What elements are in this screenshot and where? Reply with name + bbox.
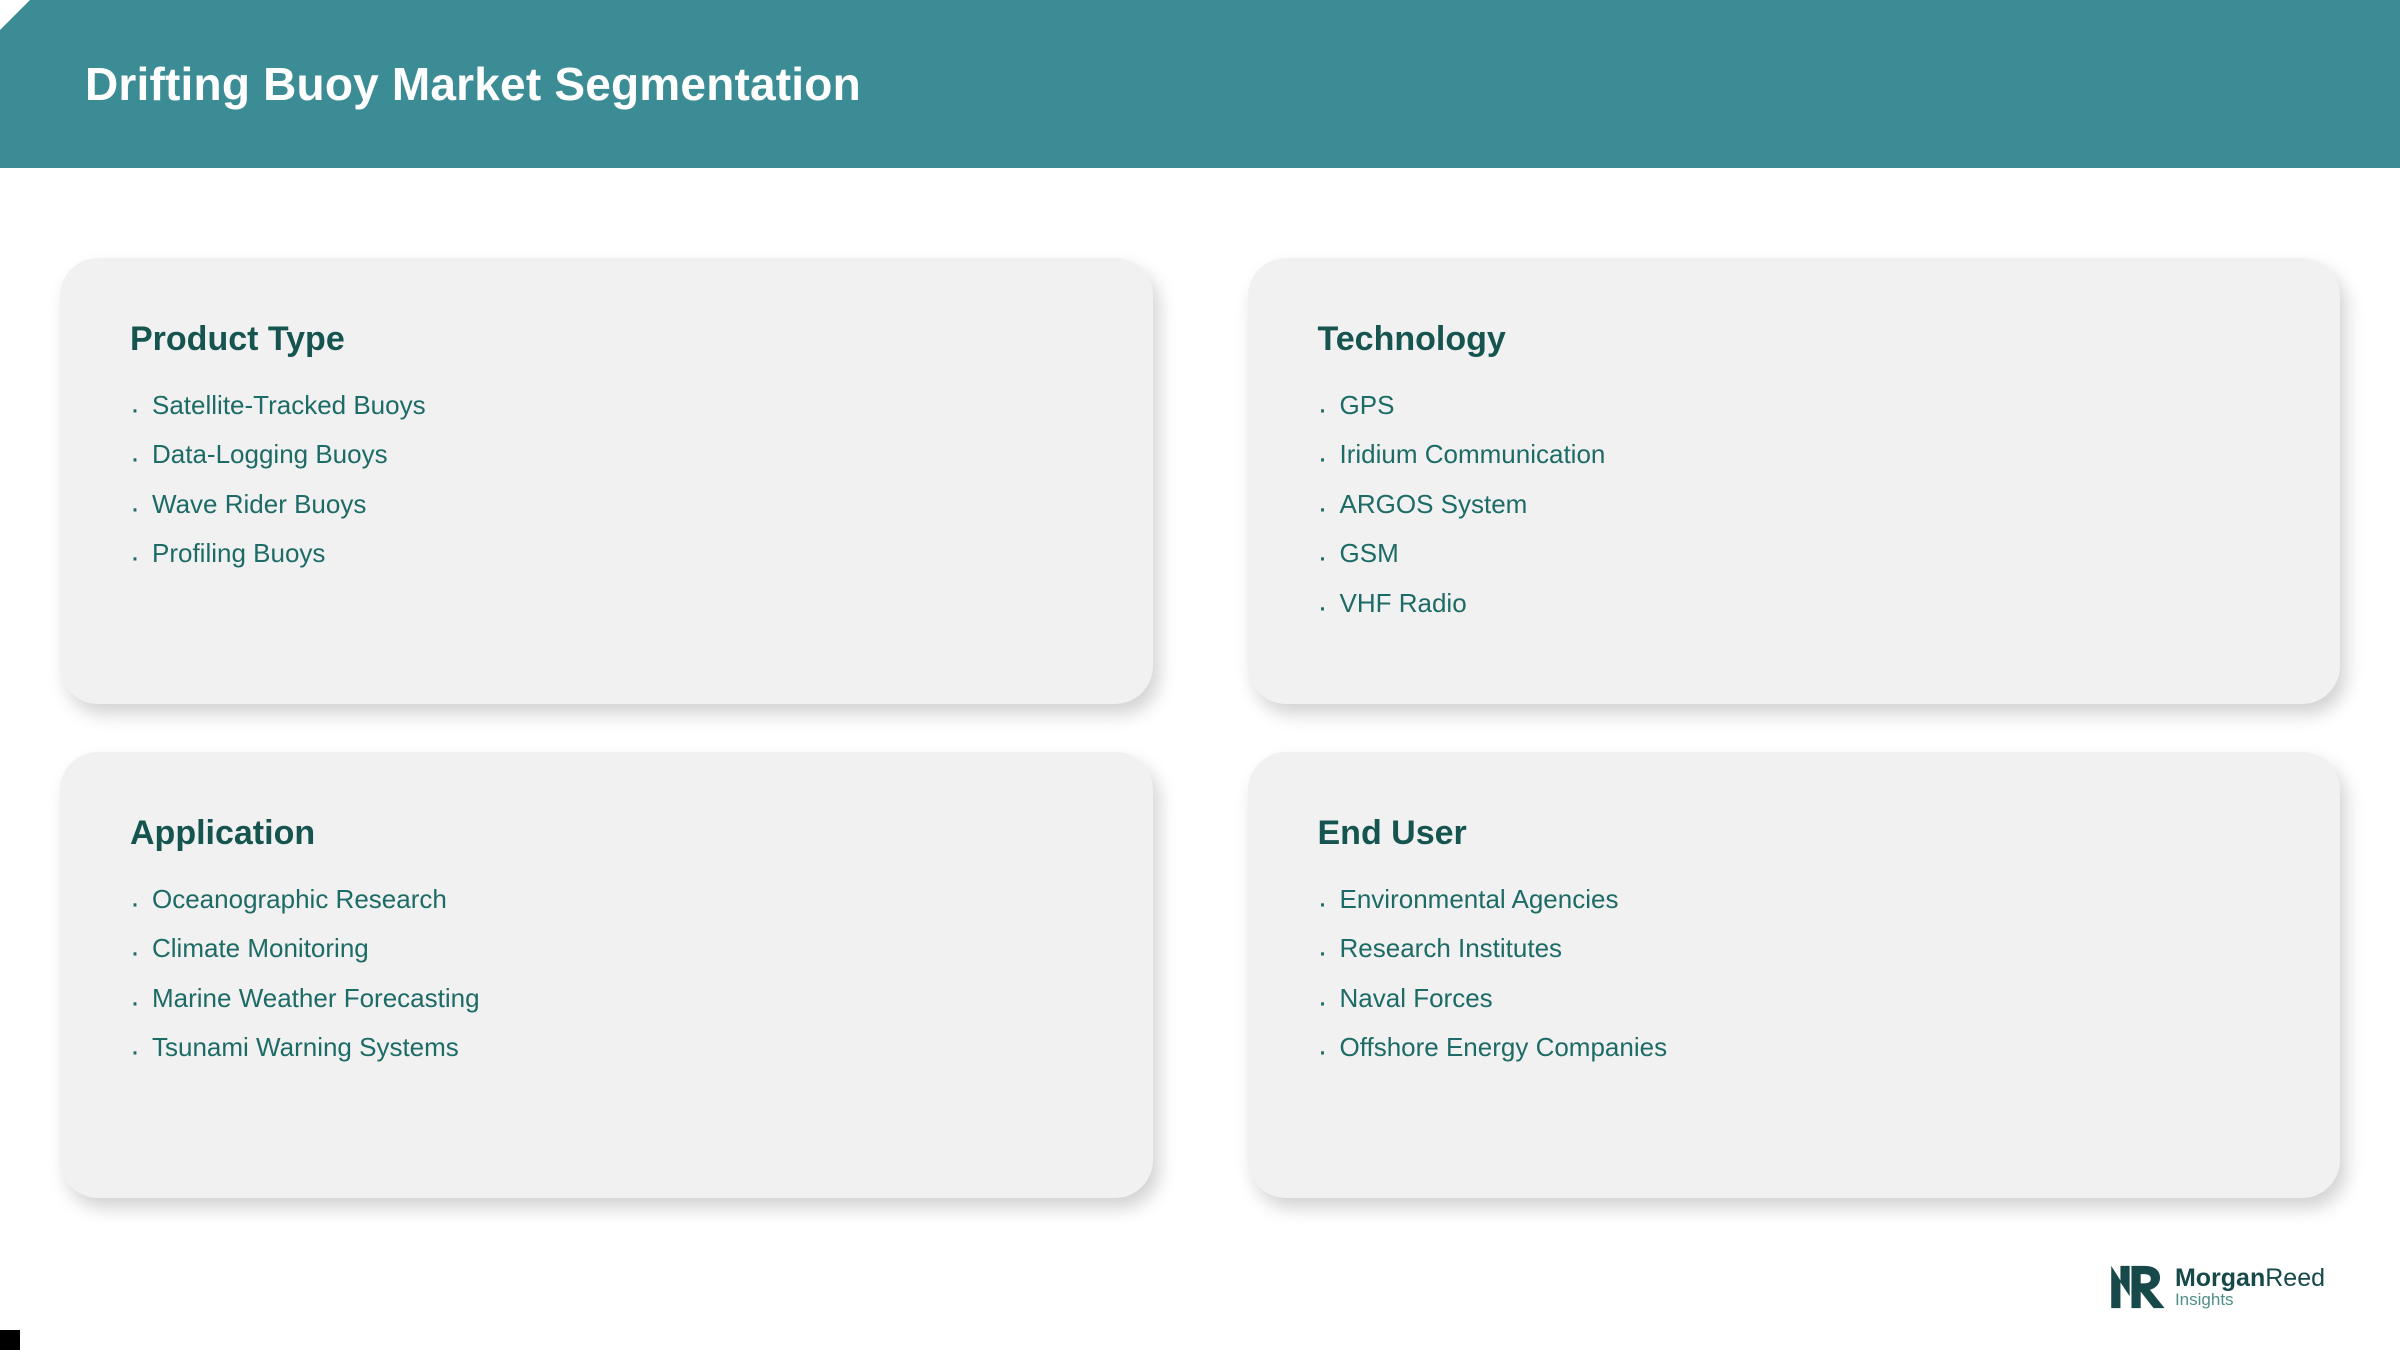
page-header: Drifting Buoy Market Segmentation (0, 0, 2400, 168)
list-item: Profiling Buoys (130, 529, 1083, 578)
list-item: Satellite-Tracked Buoys (130, 381, 1083, 430)
card-title: Application (130, 814, 1083, 853)
list-item: Offshore Energy Companies (1318, 1023, 2271, 1072)
list-item: Research Institutes (1318, 924, 2271, 973)
list-item: Iridium Communication (1318, 430, 2271, 479)
card-product-type: Product Type Satellite-Tracked Buoys Dat… (60, 258, 1153, 704)
card-list: Oceanographic Research Climate Monitorin… (130, 875, 1083, 1073)
logo-brand-name: MorganReed (2175, 1265, 2325, 1291)
card-end-user: End User Environmental Agencies Research… (1248, 752, 2341, 1198)
list-item: Wave Rider Buoys (130, 480, 1083, 529)
list-item: VHF Radio (1318, 579, 2271, 628)
card-list: GPS Iridium Communication ARGOS System G… (1318, 381, 2271, 628)
list-item: Naval Forces (1318, 974, 2271, 1023)
list-item: GSM (1318, 529, 2271, 578)
card-technology: Technology GPS Iridium Communication ARG… (1248, 258, 2341, 704)
list-item: Tsunami Warning Systems (130, 1023, 1083, 1072)
logo-brand-sub: Insights (2175, 1291, 2325, 1309)
card-title: Product Type (130, 320, 1083, 359)
segmentation-grid: Product Type Satellite-Tracked Buoys Dat… (60, 258, 2340, 1198)
page-title: Drifting Buoy Market Segmentation (85, 57, 861, 111)
mr-logo-icon (2109, 1264, 2165, 1310)
list-item: Data-Logging Buoys (130, 430, 1083, 479)
page-corner-mark (0, 1330, 20, 1350)
list-item: Environmental Agencies (1318, 875, 2271, 924)
list-item: Oceanographic Research (130, 875, 1083, 924)
card-title: Technology (1318, 320, 2271, 359)
list-item: Climate Monitoring (130, 924, 1083, 973)
card-title: End User (1318, 814, 2271, 853)
list-item: GPS (1318, 381, 2271, 430)
list-item: ARGOS System (1318, 480, 2271, 529)
main-content: Product Type Satellite-Tracked Buoys Dat… (0, 168, 2400, 1350)
card-list: Satellite-Tracked Buoys Data-Logging Buo… (130, 381, 1083, 579)
card-application: Application Oceanographic Research Clima… (60, 752, 1153, 1198)
logo-text-block: MorganReed Insights (2175, 1265, 2325, 1309)
card-list: Environmental Agencies Research Institut… (1318, 875, 2271, 1073)
list-item: Marine Weather Forecasting (130, 974, 1083, 1023)
brand-logo: MorganReed Insights (2109, 1264, 2325, 1310)
